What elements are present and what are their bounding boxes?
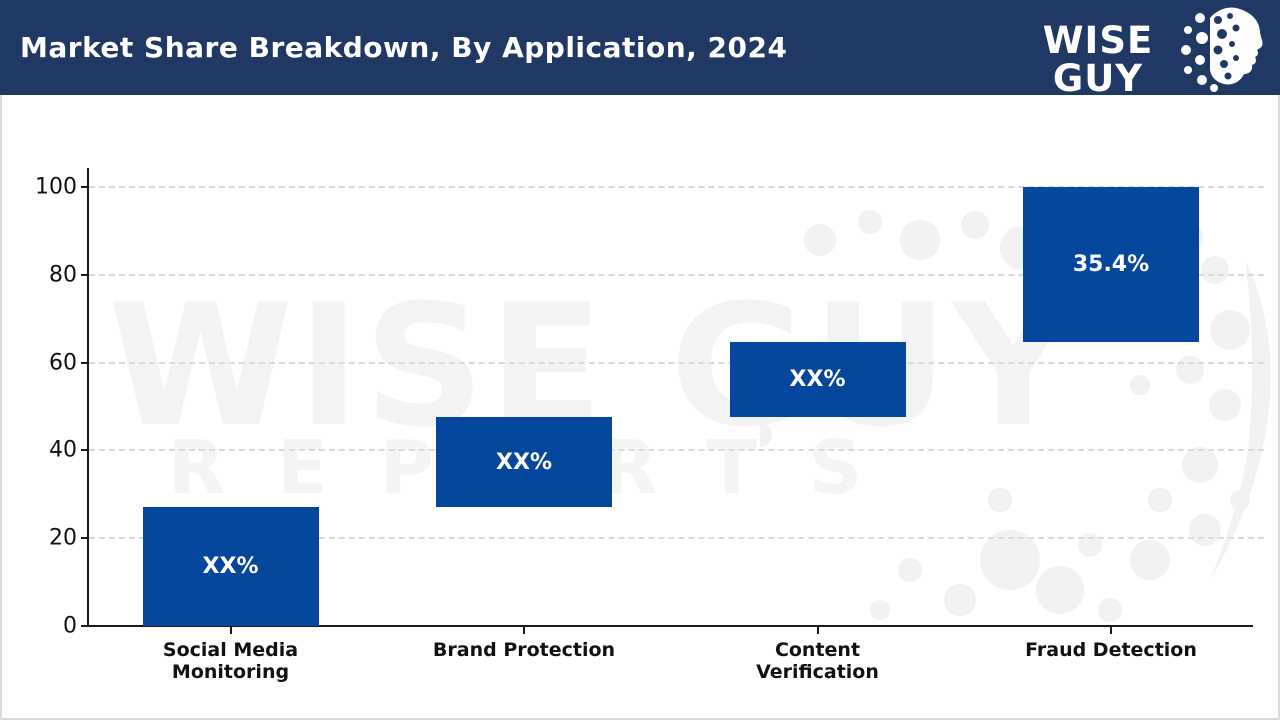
page-title: Market Share Breakdown, By Application, … bbox=[20, 31, 788, 64]
bar-value-label-fraud-detection: 35.4% bbox=[1072, 252, 1150, 278]
y-tick-100 bbox=[81, 186, 89, 188]
logo-head-icon bbox=[1181, 7, 1263, 92]
logo-subtext: REPORTS bbox=[1028, 100, 1180, 115]
bar-fraud-detection: 35.4% bbox=[1023, 187, 1199, 343]
gridline-80 bbox=[89, 273, 1264, 276]
x-tick-brand-protection bbox=[523, 627, 525, 634]
y-tick-60 bbox=[81, 361, 89, 364]
y-axis bbox=[87, 168, 89, 627]
logo-wordmark: WISE GUY bbox=[1042, 19, 1154, 100]
y-tick-label-100: 100 bbox=[35, 174, 77, 200]
y-tick-40 bbox=[81, 449, 89, 452]
x-axis-label-content-verification: Content Verification bbox=[756, 639, 879, 683]
gridline-20 bbox=[89, 537, 1264, 540]
y-tick-label-60: 60 bbox=[49, 350, 77, 376]
x-axis-label-brand-protection: Brand Protection bbox=[432, 639, 616, 661]
x-tick-fraud-detection bbox=[1110, 627, 1112, 634]
x-tick-social-media-monitoring bbox=[229, 627, 232, 634]
x-axis-label-social-media-monitoring: Social Media Monitoring bbox=[162, 639, 299, 683]
y-tick-label-80: 80 bbox=[49, 262, 77, 288]
y-tick-80 bbox=[81, 273, 89, 276]
bar-social-media-monitoring: XX% bbox=[142, 507, 319, 626]
bar-value-label-social-media-monitoring: XX% bbox=[202, 554, 259, 580]
bar-brand-protection: XX% bbox=[436, 417, 612, 508]
y-tick-label-40: 40 bbox=[49, 437, 77, 463]
gridline-40 bbox=[89, 449, 1264, 452]
bar-value-label-brand-protection: XX% bbox=[496, 449, 552, 475]
header-bar: Market Share Breakdown, By Application, … bbox=[0, 0, 1280, 115]
y-tick-0 bbox=[81, 625, 89, 627]
gridline-60 bbox=[89, 361, 1264, 364]
bar-value-label-content-verification: XX% bbox=[789, 367, 846, 393]
x-axis bbox=[87, 625, 1253, 627]
y-tick-20 bbox=[81, 537, 89, 540]
wise-guy-logo: WISE GUY REPORTS bbox=[1004, 4, 1270, 115]
x-tick-content-verification bbox=[816, 627, 819, 634]
y-tick-label-20: 20 bbox=[49, 525, 77, 551]
x-axis-label-fraud-detection: Fraud Detection bbox=[1025, 639, 1197, 661]
y-tick-label-0: 0 bbox=[63, 613, 77, 639]
gridline-100 bbox=[89, 186, 1264, 188]
bar-content-verification: XX% bbox=[729, 342, 906, 418]
